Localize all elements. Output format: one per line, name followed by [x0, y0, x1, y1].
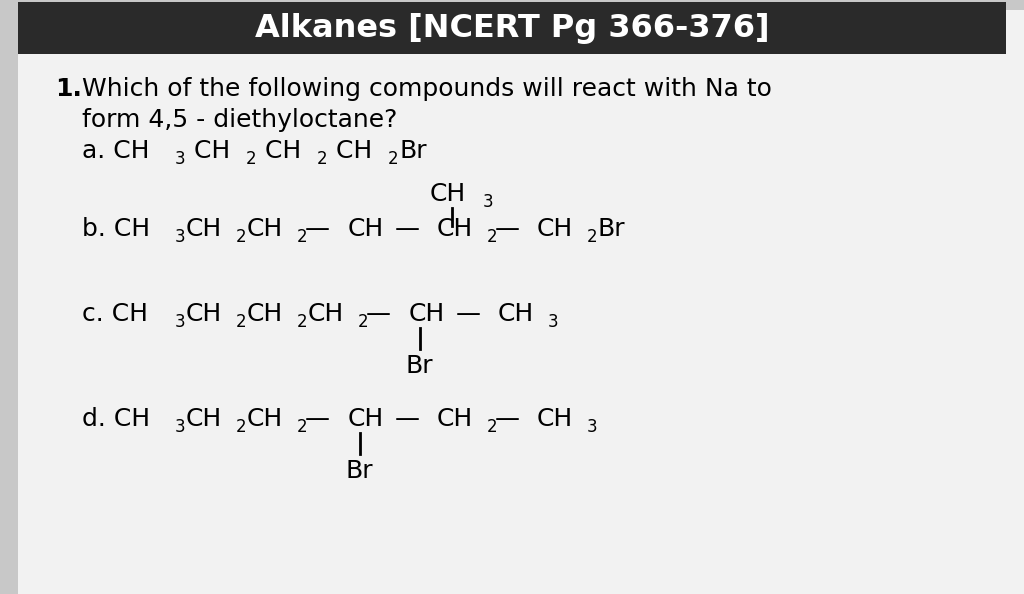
Text: CH: CH	[186, 139, 230, 163]
Text: 2: 2	[587, 228, 598, 246]
Text: —: —	[456, 302, 481, 326]
Text: 2: 2	[487, 228, 498, 246]
Text: 3: 3	[175, 228, 185, 246]
Text: —: —	[305, 217, 330, 241]
Text: —: —	[395, 217, 420, 241]
Text: CH: CH	[247, 302, 284, 326]
Text: 2: 2	[236, 313, 247, 331]
Text: CH: CH	[186, 407, 222, 431]
Text: CH: CH	[348, 217, 384, 241]
Text: CH: CH	[498, 302, 535, 326]
Text: 2: 2	[297, 228, 307, 246]
Text: CH: CH	[257, 139, 301, 163]
Text: c. CH: c. CH	[82, 302, 148, 326]
Text: CH: CH	[409, 302, 445, 326]
Text: 2: 2	[297, 418, 307, 436]
Text: 3: 3	[587, 418, 598, 436]
Text: CH: CH	[328, 139, 373, 163]
Text: 3: 3	[483, 193, 494, 211]
Text: CH: CH	[247, 407, 284, 431]
Text: —: —	[495, 407, 520, 431]
Text: 1.: 1.	[55, 77, 82, 101]
Text: Br: Br	[399, 139, 427, 163]
Text: 2: 2	[297, 313, 307, 331]
Text: 2: 2	[358, 313, 369, 331]
Text: CH: CH	[537, 217, 573, 241]
Text: CH: CH	[186, 302, 222, 326]
Text: —: —	[305, 407, 330, 431]
Text: Br: Br	[406, 354, 433, 378]
Text: b. CH: b. CH	[82, 217, 151, 241]
Text: 3: 3	[175, 150, 185, 168]
Text: 3: 3	[175, 313, 185, 331]
Text: a. CH: a. CH	[82, 139, 150, 163]
Text: form 4,5 - diethyloctane?: form 4,5 - diethyloctane?	[82, 108, 397, 132]
Text: CH: CH	[430, 182, 466, 206]
Text: CH: CH	[537, 407, 573, 431]
Text: d. CH: d. CH	[82, 407, 151, 431]
Text: 2: 2	[487, 418, 498, 436]
Text: CH: CH	[308, 302, 344, 326]
Text: CH: CH	[186, 217, 222, 241]
Text: Br: Br	[346, 459, 374, 483]
Text: 3: 3	[548, 313, 559, 331]
Text: —: —	[395, 407, 420, 431]
Text: 2: 2	[246, 150, 257, 168]
Bar	[18, 2, 1006, 54]
Text: 2: 2	[317, 150, 328, 168]
Text: Br: Br	[597, 217, 625, 241]
Text: 2: 2	[236, 418, 247, 436]
Text: CH: CH	[437, 407, 473, 431]
Text: 2: 2	[236, 228, 247, 246]
Text: Alkanes [NCERT Pg 366-376]: Alkanes [NCERT Pg 366-376]	[255, 12, 769, 43]
Text: CH: CH	[437, 217, 473, 241]
Text: Which of the following compounds will react with Na to: Which of the following compounds will re…	[82, 77, 772, 101]
Text: 2: 2	[388, 150, 398, 168]
Text: 3: 3	[175, 418, 185, 436]
Text: CH: CH	[247, 217, 284, 241]
Text: CH: CH	[348, 407, 384, 431]
Text: —: —	[366, 302, 391, 326]
Text: —: —	[495, 217, 520, 241]
